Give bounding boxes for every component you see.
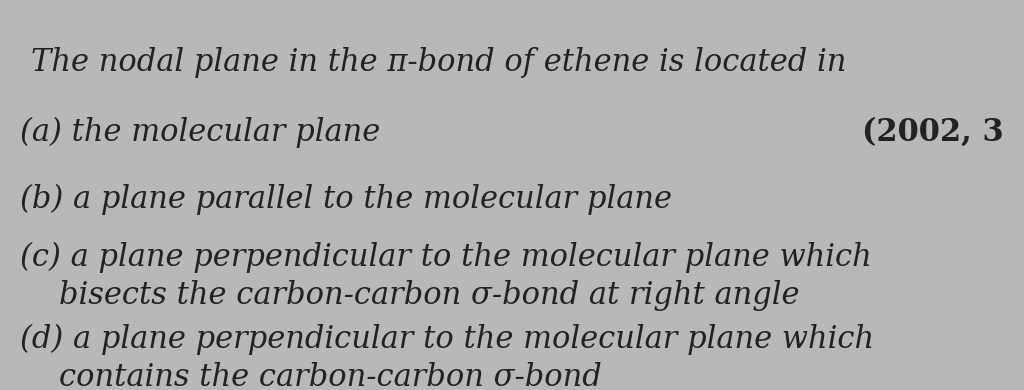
Text: The nodal plane in the π-bond of ethene is located in: The nodal plane in the π-bond of ethene … (31, 47, 846, 78)
Text: (2002, 3: (2002, 3 (862, 117, 1004, 148)
Text: (b) a plane parallel to the molecular plane: (b) a plane parallel to the molecular pl… (20, 183, 673, 214)
Text: (c) a plane perpendicular to the molecular plane which
    bisects the carbon-ca: (c) a plane perpendicular to the molecul… (20, 242, 872, 311)
Text: (a) the molecular plane: (a) the molecular plane (20, 117, 381, 148)
Text: (d) a plane perpendicular to the molecular plane which
    contains the carbon-c: (d) a plane perpendicular to the molecul… (20, 324, 874, 390)
